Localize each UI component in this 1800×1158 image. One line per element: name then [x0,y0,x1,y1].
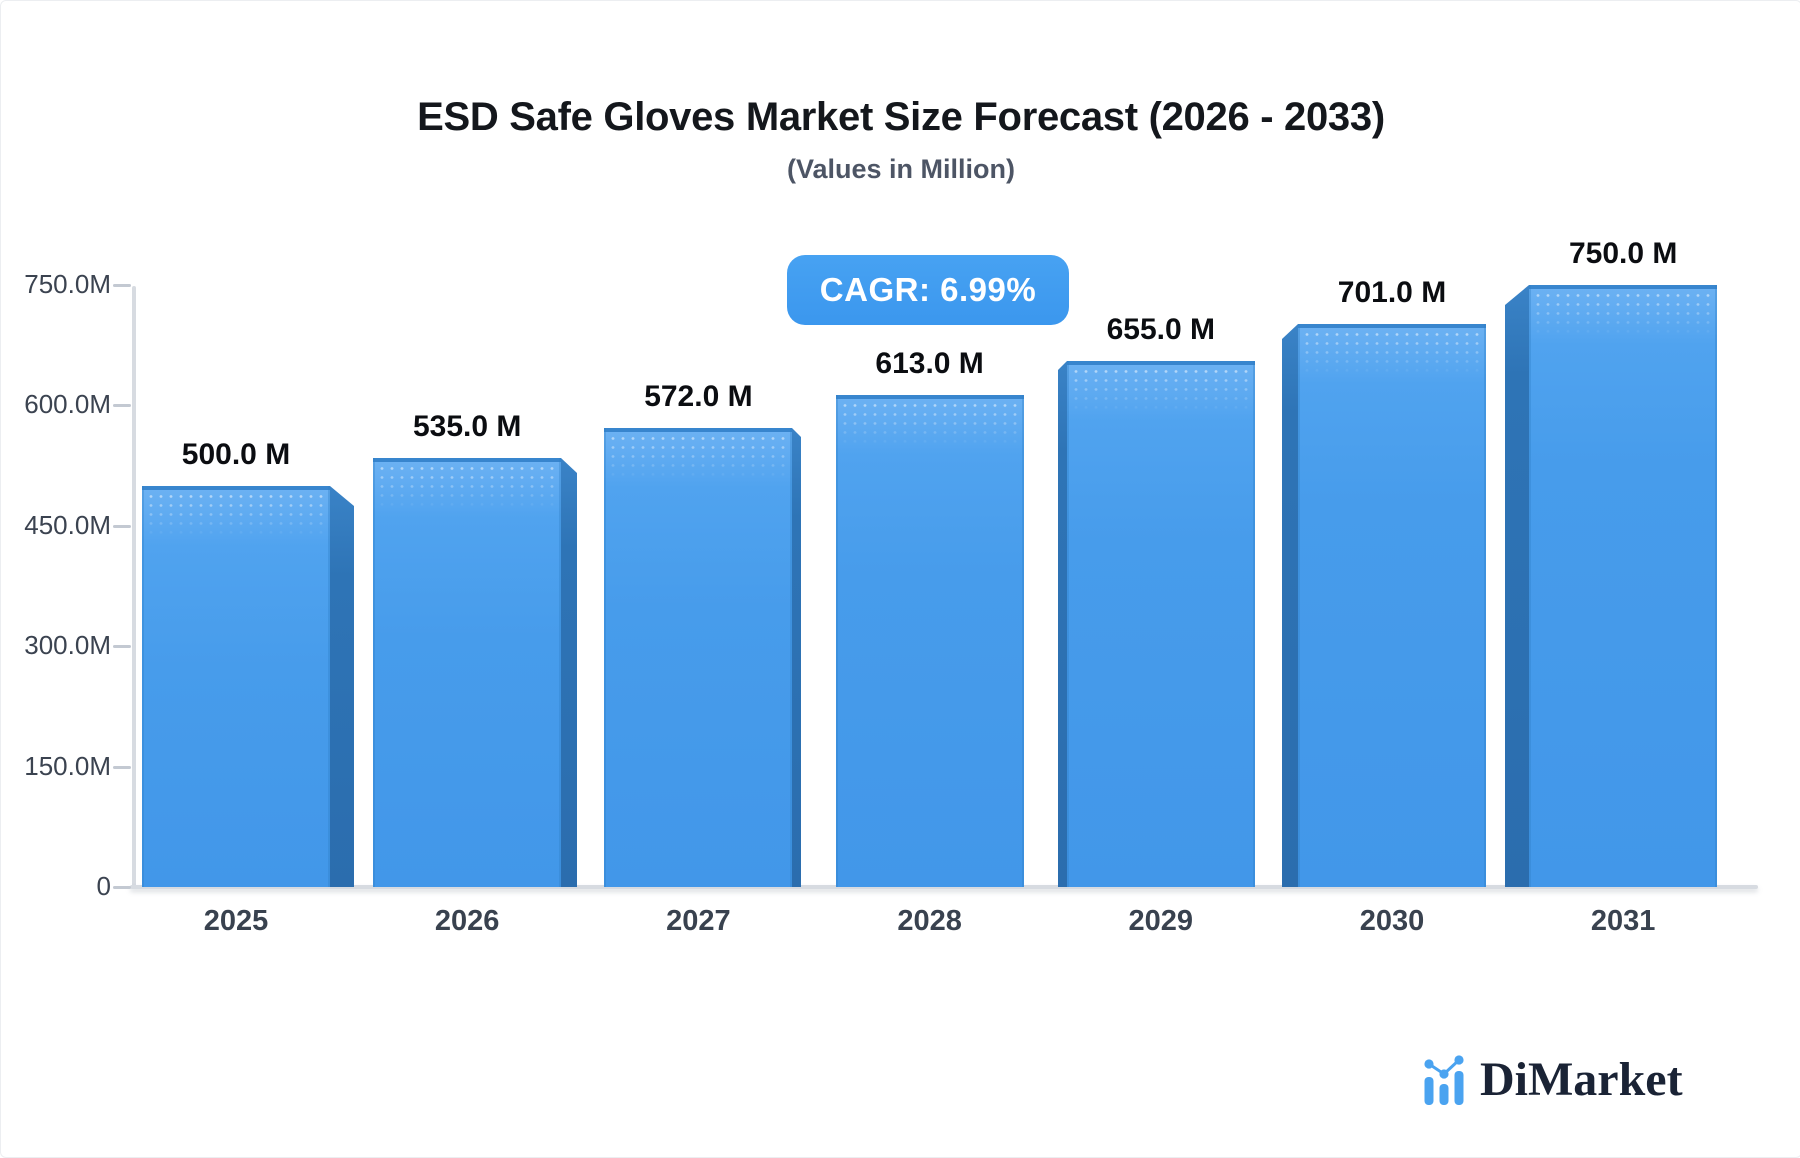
bar-3d-side [1282,324,1298,887]
bar-highlight-texture [608,434,788,480]
x-axis-label: 2027 [666,905,731,937]
bar-2028[interactable] [836,395,1024,887]
chart-subtitle: (Values in Million) [786,154,1016,184]
x-axis-line [130,885,1758,889]
bar-value-label: 750.0 M [1568,237,1678,270]
bar-highlight-texture [377,464,557,510]
bar-2025[interactable] [142,486,330,887]
bar-2030[interactable] [1298,324,1486,887]
x-axis-label: 2026 [434,905,500,937]
y-axis-line [132,286,136,889]
bar-value-label: 572.0 M [644,380,753,413]
x-axis-label: 2028 [897,905,962,937]
bar-value-label: 655.0 M [1106,313,1215,346]
bar-2031[interactable] [1529,285,1717,887]
bar-value-label: 701.0 M [1337,276,1447,309]
y-axis-tick-mark [113,645,131,649]
bar-highlight-texture [840,401,1020,447]
cagr-badge: CAGR: 6.99% [787,255,1069,325]
y-axis-tick-mark [113,404,131,408]
bar-2026[interactable] [373,458,561,887]
brand-logo: DiMarket [1422,1053,1683,1107]
x-axis-label: 2029 [1128,905,1194,937]
chart-title: ESD Safe Gloves Market Size Forecast (20… [417,95,1385,139]
y-axis-tick-mark [113,284,131,287]
bar-value-label: 500.0 M [181,438,291,471]
bar-highlight-texture [1533,291,1713,337]
x-axis-label: 2025 [203,905,269,937]
bar-value-label: 613.0 M [875,347,984,380]
bar-2029[interactable] [1067,361,1255,887]
y-axis-label: 300.0M [24,630,111,661]
bar-3d-side [1058,361,1067,887]
bar-chart-icon [1424,1055,1464,1105]
x-axis-label: 2030 [1359,905,1425,937]
x-axis-label: 2031 [1590,905,1656,937]
y-axis-tick-mark [113,765,131,769]
y-axis-tick-mark [113,524,131,528]
bar-3d-side [792,428,801,887]
bar-highlight-texture [146,492,326,538]
y-axis-label: 0 [96,871,111,901]
bar-highlight-texture [1071,367,1251,413]
bar-3d-side [561,458,577,887]
chart-header: ESD Safe Gloves Market Size Forecast (20… [1,95,1800,185]
y-axis-label: 150.0M [24,750,111,781]
brand-name: DiMarket [1480,1053,1683,1106]
bar-3d-side [1505,285,1529,887]
y-axis-tick-mark [113,886,131,889]
bar-3d-side [330,486,354,887]
cagr-badge-label: CAGR: 6.99% [819,271,1037,308]
y-axis-label: 600.0M [24,389,111,420]
bar-highlight-texture [1302,330,1482,376]
y-axis-label: 750.0M [24,269,111,299]
y-axis-label: 450.0M [24,509,111,540]
bar-2027[interactable] [604,428,792,887]
bar-value-label: 535.0 M [412,410,522,443]
